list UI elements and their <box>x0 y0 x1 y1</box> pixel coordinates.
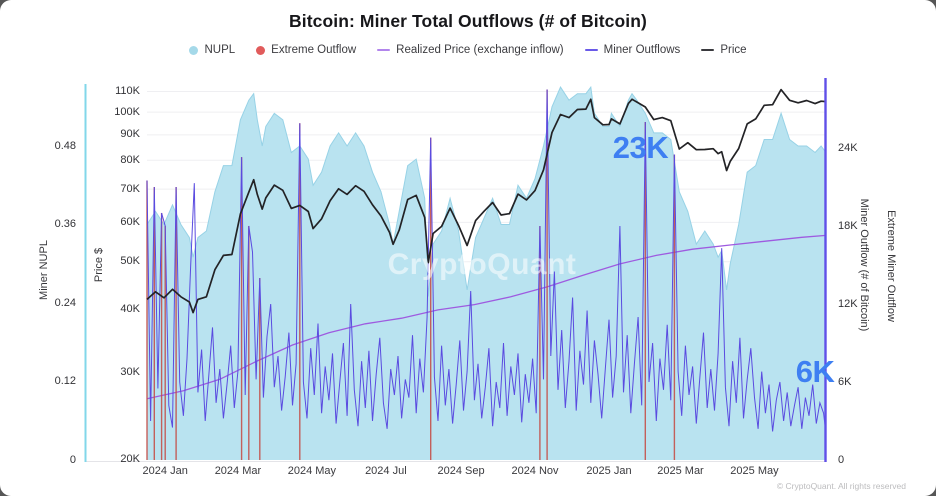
nupl-tick-label: 0.48 <box>54 139 76 152</box>
chart-title: Bitcoin: Miner Total Outflows (# of Bitc… <box>289 11 647 31</box>
legend-dot-icon <box>189 45 199 55</box>
price-tick-label: 100K <box>114 105 140 118</box>
legend-item-nupl[interactable]: NUPL <box>189 44 235 56</box>
x-axis-tick-label: 2025 Jan <box>586 465 632 477</box>
outflow-tick-label: 18K <box>838 219 858 232</box>
price-tick-label: 30K <box>120 365 140 378</box>
x-axis-tick-label: 2024 Jul <box>365 465 407 477</box>
price-tick-label: 40K <box>120 303 140 316</box>
miner-outflows-series <box>146 89 827 435</box>
price-series <box>146 88 827 314</box>
annotation-23k: 23K <box>612 130 669 165</box>
axis-label-price: Price $ <box>93 247 105 283</box>
nupl-area-edge <box>146 85 827 297</box>
outflow-tick-label: 12K <box>838 297 858 310</box>
x-axis-tick-label: 2024 Nov <box>511 465 559 477</box>
legend-line-icon <box>701 48 715 52</box>
price-tick-label: 60K <box>120 215 140 228</box>
x-axis-tick-label: 2024 Mar <box>214 465 262 477</box>
nupl-tick-label: 0.24 <box>54 296 76 309</box>
price-tick-label: 20K <box>120 453 140 466</box>
legend-item-realized-price-exchange-inflow[interactable]: Realized Price (exchange inflow) <box>377 44 564 56</box>
legend-item-label: NUPL <box>204 44 236 56</box>
legend-item-label: Miner Outflows <box>603 44 681 56</box>
x-axis-tick-label: 2025 Mar <box>657 465 704 477</box>
legend-line-icon <box>377 48 391 52</box>
legend-line-icon <box>584 48 598 52</box>
legend-item-label: Extreme Outflow <box>271 44 357 56</box>
x-axis-tick-label: 2024 Jan <box>142 465 188 477</box>
axis-label-extreme-miner-outflow: Extreme Miner Outflow <box>885 210 897 322</box>
annotation-6k: 6K <box>795 353 835 389</box>
axis-label-miner-outflow: Miner Outflow (# of Bitcoin) <box>858 198 870 332</box>
legend-item-price[interactable]: Price <box>701 44 747 56</box>
x-axis-tick-label: 2025 May <box>730 465 779 477</box>
outflow-tick-label: 24K <box>838 141 858 154</box>
outflow-tick-label: 6K <box>838 375 852 388</box>
legend-item-extreme-outflow[interactable]: Extreme Outflow <box>256 44 356 56</box>
nupl-tick-label: 0.36 <box>54 218 76 230</box>
price-tick-label: 90K <box>120 128 140 141</box>
legend-dot-icon <box>256 45 266 55</box>
axis-label-miner-nupl: Miner NUPL <box>38 240 50 300</box>
price-tick-label: 70K <box>120 182 140 195</box>
nupl-tick-label: 0.12 <box>54 375 76 387</box>
legend: NUPL Extreme Outflow Realized Price (excha… <box>0 44 936 56</box>
legend-item-miner-outflows[interactable]: Miner Outflows <box>584 44 681 56</box>
copyright-text: © CryptoQuant. All rights reserved <box>776 481 906 491</box>
nupl-tick-label: 0 <box>69 453 76 466</box>
price-tick-label: 50K <box>120 255 140 268</box>
price-tick-label: 80K <box>120 153 140 166</box>
outflow-tick-label: 0 <box>838 453 845 466</box>
x-axis-tick-label: 2024 May <box>287 465 337 477</box>
x-axis-tick-label: 2024 Sep <box>437 465 485 477</box>
price-tick-label: 110K <box>115 85 140 98</box>
legend-item-label: Price <box>720 44 747 56</box>
legend-item-label: Realized Price (exchange inflow) <box>396 44 564 56</box>
